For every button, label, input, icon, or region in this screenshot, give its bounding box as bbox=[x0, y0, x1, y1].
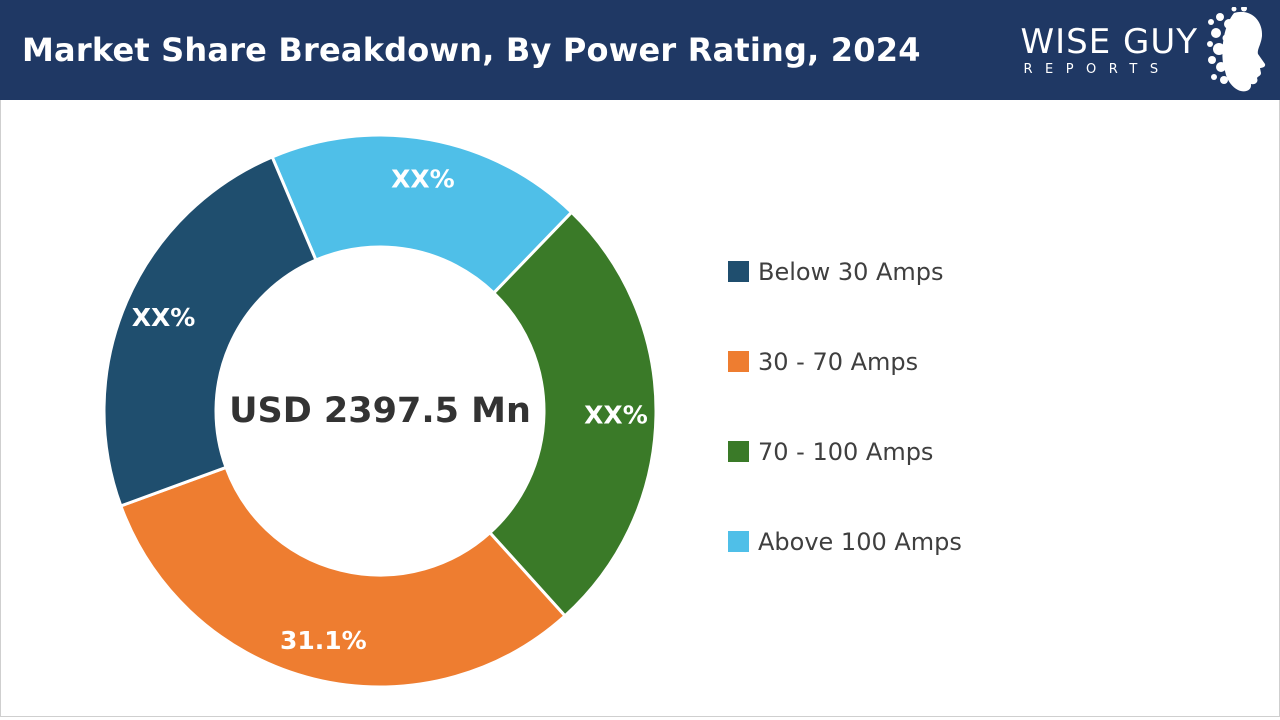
donut-segment-above-100-amps bbox=[270, 133, 574, 295]
legend-label: Below 30 Amps bbox=[758, 257, 944, 286]
legend-item-above-100-amps: Above 100 Amps bbox=[728, 527, 962, 556]
header: Market Share Breakdown, By Power Rating,… bbox=[0, 0, 1280, 100]
page-title: Market Share Breakdown, By Power Rating,… bbox=[22, 31, 921, 69]
segment-label-70-100-amps: XX% bbox=[584, 401, 648, 430]
segment-label-below-30-amps: XX% bbox=[132, 303, 196, 332]
donut-segment-30-70-amps bbox=[119, 465, 567, 689]
segment-label-30-70-amps: 31.1% bbox=[280, 626, 367, 655]
logo-wordmark: WISE GUY bbox=[1020, 21, 1198, 62]
legend-label: 30 - 70 Amps bbox=[758, 347, 919, 376]
legend-swatch-70-100-amps bbox=[728, 441, 749, 462]
legend-item-30-70-amps: 30 - 70 Amps bbox=[728, 347, 962, 376]
legend-swatch-30-70-amps bbox=[728, 351, 749, 372]
logo-subtitle: REPORTS bbox=[1023, 61, 1171, 77]
logo-face-icon bbox=[1207, 7, 1266, 92]
segment-label-above-100-amps: XX% bbox=[391, 165, 455, 194]
logo: WISE GUY REPORTS bbox=[1020, 7, 1266, 93]
legend-item-below-30-amps: Below 30 Amps bbox=[728, 257, 962, 286]
legend: Below 30 Amps 30 - 70 Amps 70 - 100 Amps… bbox=[728, 257, 962, 619]
legend-label: Above 100 Amps bbox=[758, 527, 962, 556]
donut-segment-below-30-amps bbox=[102, 155, 318, 508]
legend-swatch-above-100-amps bbox=[728, 531, 749, 552]
legend-swatch-below-30-amps bbox=[728, 261, 749, 282]
donut-chart: XX% XX% 31.1% XX% bbox=[102, 133, 658, 689]
legend-label: 70 - 100 Amps bbox=[758, 437, 934, 466]
donut-segment-70-100-amps bbox=[488, 210, 658, 618]
logo-text: WISE GUY REPORTS bbox=[1020, 25, 1198, 76]
legend-item-70-100-amps: 70 - 100 Amps bbox=[728, 437, 962, 466]
